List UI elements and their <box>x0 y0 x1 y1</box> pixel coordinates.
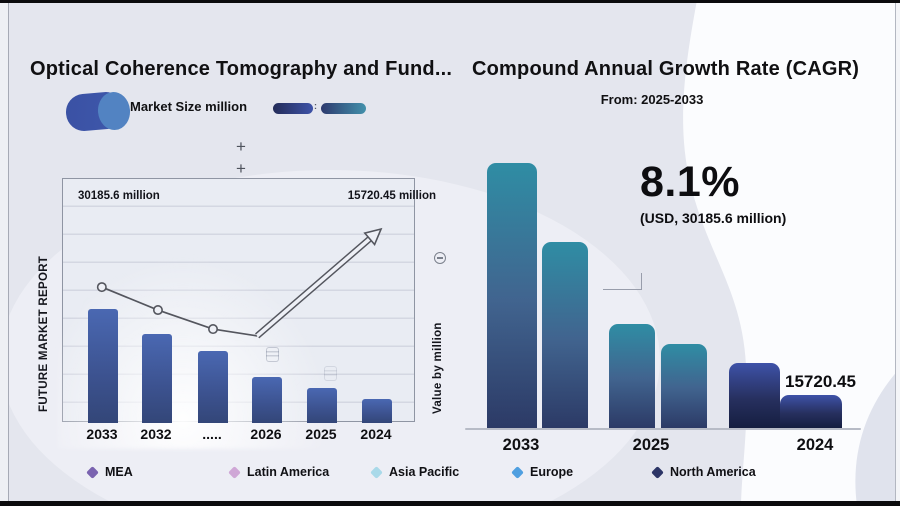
ratio-separator: : <box>314 101 317 111</box>
legend-item-latin-america: Latin America <box>228 465 330 479</box>
cagr-subtitle: From: 2025-2033 <box>600 92 704 107</box>
ratio-pill-teal <box>321 103 366 114</box>
plus-icon: + <box>236 159 246 178</box>
right-axis-tick: 2025 <box>632 436 670 454</box>
top-black-border <box>0 0 900 3</box>
start-value-label: 30185.6 million <box>78 190 160 202</box>
step-connector-line <box>603 273 642 290</box>
legend-label: North America <box>670 465 756 479</box>
left-axis-tick: 2025 <box>305 426 337 442</box>
legend-item-mea: MEA <box>86 465 133 479</box>
left-x-axis: 2033 2032..... 2026 2025 2024 <box>62 426 415 446</box>
legend-label: Europe <box>530 465 574 479</box>
legend-diamond-icon <box>228 465 241 479</box>
right-bar-2033-market-size-low <box>542 242 588 428</box>
left-bar-2025 <box>307 388 337 423</box>
legend-item-europe: Europe <box>511 465 574 479</box>
legend-diamond-icon <box>651 465 664 479</box>
region-legend: MEA Latin America Asia Pacific Europe North … <box>0 465 900 485</box>
left-axis-tick: 2026 <box>250 426 282 442</box>
right-axis-tick: 2033 <box>502 436 540 454</box>
legend-item-asia-pacific: Asia Pacific <box>370 465 460 479</box>
left-bars-layer <box>63 179 416 423</box>
left-margin <box>0 3 8 501</box>
left-chart-watermark-label: FUTURE MARKET REPORT <box>38 255 50 412</box>
left-bar-2033 <box>88 309 118 423</box>
legend-diamond-icon <box>511 465 524 479</box>
left-bar-2024 <box>362 399 392 423</box>
left-chart-plot-area: 30185.6 million 15720.45 million <box>57 178 436 449</box>
minus-circle-icon <box>434 252 446 264</box>
right-border-line <box>895 3 896 501</box>
right-bar-2025-market-size-low <box>661 344 707 428</box>
cagr-note: (USD, 30185.6 million) <box>640 210 787 226</box>
left-axis-tick: 2033 <box>86 426 118 442</box>
market-size-label: Market Size million <box>130 99 248 114</box>
page-title: Optical Coherence Tomography and Fund... <box>30 58 453 80</box>
cagr-title: Compound Annual Growth Rate (CAGR) <box>472 58 860 80</box>
legend-item-north-america: North America <box>651 465 756 479</box>
right-axis-tick: 2024 <box>796 436 834 454</box>
cagr-value: 8.1% <box>640 158 741 206</box>
ghost-document-icon <box>324 366 337 381</box>
left-chart-y-label: Value by million <box>432 322 444 414</box>
plus-icon: + <box>236 137 246 156</box>
right-x-axis: 2033 2025 2024 <box>465 436 865 458</box>
legend-diamond-icon <box>86 465 99 479</box>
legend-label: Asia Pacific <box>389 465 460 479</box>
left-axis-tick: 2024 <box>360 426 392 442</box>
legend-label: MEA <box>105 465 133 479</box>
trend-line-and-arrow <box>96 227 383 339</box>
legend-diamond-icon <box>370 465 383 479</box>
legend-label: Latin America <box>247 465 330 479</box>
right-margin <box>896 3 900 501</box>
right-end-value-label: 15720.45 <box>785 372 856 391</box>
right-bars-layer <box>465 160 865 430</box>
ratio-pill-dark <box>273 103 313 114</box>
left-bar-..... <box>198 351 228 423</box>
left-bar-2032 <box>142 334 172 423</box>
ghost-document-icon <box>266 347 279 362</box>
left-axis-tick: ..... <box>202 426 222 442</box>
right-chart-area: 8.1% (USD, 30185.6 million) 15720.45 <box>465 158 865 430</box>
right-bar-2033-market-size-high <box>487 163 537 428</box>
right-bar-2024-market-size-low <box>780 395 842 428</box>
left-axis-tick: 2032 <box>140 426 172 442</box>
left-border-line <box>8 3 9 501</box>
right-chart-baseline <box>465 428 861 430</box>
end-value-label: 15720.45 million <box>347 190 436 202</box>
left-bar-2026 <box>252 377 282 423</box>
right-bar-2025-market-size-high <box>609 324 655 428</box>
bottom-black-border <box>0 501 900 506</box>
right-bar-2024-market-size-high <box>729 363 780 428</box>
